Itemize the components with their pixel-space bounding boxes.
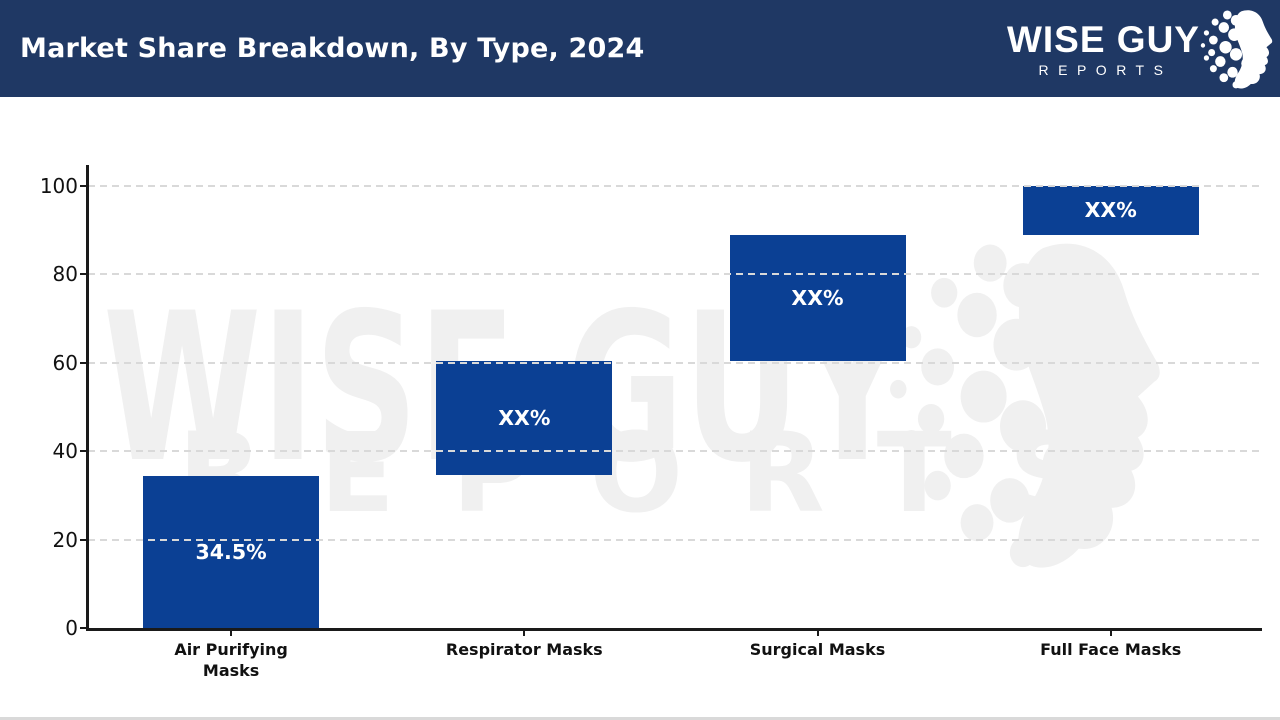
grid-line — [88, 538, 1262, 541]
waterfall-chart: 34.5% XX% XX% XX% 0 20 40 60 80 100 Air Purifying … — [0, 97, 1280, 717]
grid-line — [88, 361, 1262, 364]
x-tick-mark — [523, 628, 526, 636]
wiseguy-head-icon — [1196, 6, 1276, 92]
waterfall-bar: XX% — [436, 360, 613, 476]
waterfall-bar: XX% — [1022, 186, 1199, 235]
bar-value-label: XX% — [498, 406, 551, 431]
x-tick-mark — [1109, 628, 1112, 636]
grid-line — [88, 273, 1262, 276]
grid-line — [88, 185, 1262, 187]
bar-value-label: XX% — [791, 285, 844, 310]
waterfall-bar: XX% — [729, 234, 906, 361]
x-category-label: Full Face Masks — [1040, 640, 1182, 659]
y-tick-mark — [80, 361, 88, 364]
y-tick-mark — [80, 185, 88, 187]
y-tick-label: 40 — [52, 439, 78, 464]
y-tick-mark — [80, 450, 88, 453]
y-tick-mark — [80, 273, 88, 276]
y-tick-label: 60 — [52, 350, 78, 375]
y-tick-mark — [80, 627, 88, 629]
bar-value-label: 34.5% — [195, 539, 267, 564]
y-tick-label: 100 — [39, 174, 78, 198]
x-tick-mark — [230, 628, 233, 636]
wiseguy-logo: WISE GUY REPORTS — [1006, 4, 1273, 94]
x-category-label: Air Purifying Masks — [174, 640, 288, 680]
x-category-label: Surgical Masks — [749, 640, 886, 659]
wiseguy-logo-text: WISE GUY REPORTS — [1006, 19, 1200, 78]
waterfall-bar: 34.5% — [143, 475, 320, 628]
y-tick-label: 20 — [52, 527, 78, 552]
bar-value-label: XX% — [1084, 198, 1137, 223]
grid-line — [88, 450, 1262, 453]
y-tick-label: 80 — [52, 262, 78, 287]
y-tick-label: 0 — [65, 616, 78, 640]
wiseguy-wordmark: WISE GUY — [1006, 19, 1200, 60]
wiseguy-reports-subtext: REPORTS — [1038, 61, 1173, 78]
y-axis-line — [86, 165, 89, 631]
x-tick-mark — [816, 628, 819, 636]
x-axis-line — [86, 628, 1262, 631]
page-title: Market Share Breakdown, By Type, 2024 — [20, 33, 645, 64]
x-category-label: Respirator Masks — [445, 640, 603, 659]
chart-header-band: Market Share Breakdown, By Type, 2024 WI… — [0, 0, 1280, 97]
y-tick-mark — [80, 538, 88, 541]
